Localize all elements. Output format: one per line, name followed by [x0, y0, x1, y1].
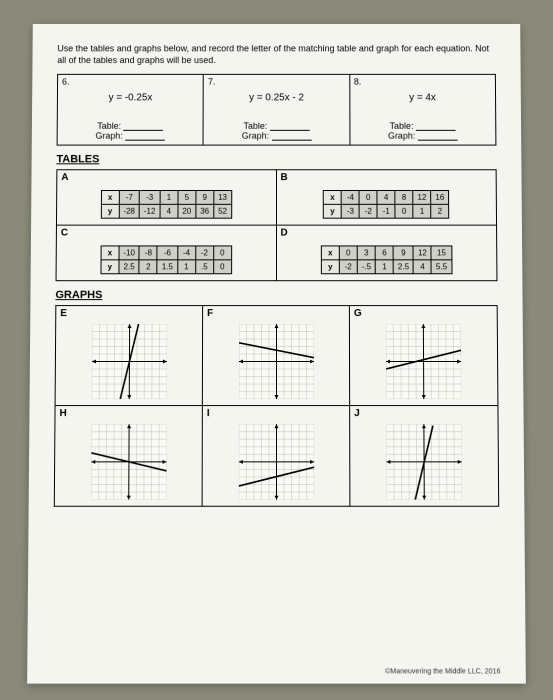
coordinate-grid	[238, 324, 313, 399]
table-cell: A x-7-315913 y-28-124203652	[57, 171, 277, 226]
graph-letter: F	[207, 308, 213, 319]
graphs-grid: E F G H I J	[54, 305, 499, 507]
equation-formula: y = 0.25x - 2	[210, 93, 343, 104]
graph-cell: E	[56, 306, 204, 406]
equation-number: 7.	[208, 77, 215, 87]
coordinate-grid	[91, 425, 167, 501]
equation-cell: 8. y = 4x Table: Graph:	[350, 75, 495, 145]
table-row: y-2-.512.545.5	[321, 260, 451, 274]
data-table: x-7-315913 y-28-124203652	[100, 190, 232, 219]
table-letter: B	[280, 173, 287, 184]
graph-letter: J	[354, 408, 360, 419]
graph-cell: G	[350, 306, 498, 406]
graphs-heading: GRAPHS	[55, 290, 497, 302]
table-row: y-28-124203652	[101, 205, 232, 219]
graph-letter: H	[59, 408, 66, 419]
graph-cell: H	[55, 406, 203, 506]
graph-letter: E	[60, 308, 67, 319]
data-table: x-40481216 y-3-2-1012	[323, 190, 449, 219]
table-letter: A	[61, 173, 68, 184]
equation-formula: y = -0.25x	[64, 93, 197, 104]
graph-letter: G	[354, 308, 362, 319]
table-answer-line[interactable]: Table:	[356, 121, 489, 131]
graph-answer-line[interactable]: Graph:	[210, 131, 343, 141]
table-letter: C	[61, 228, 68, 239]
table-answer-line[interactable]: Table:	[210, 121, 343, 131]
instructions-text: Use the tables and graphs below, and rec…	[57, 44, 496, 67]
table-row: y2.521.51.50	[101, 260, 231, 274]
table-cell: D x03691215 y-2-.512.545.5	[277, 226, 497, 281]
coordinate-grid	[238, 425, 313, 501]
table-cell: B x-40481216 y-3-2-1012	[277, 171, 497, 226]
tables-heading: TABLES	[56, 154, 496, 166]
equation-number: 8.	[354, 77, 361, 87]
equation-number: 6.	[62, 77, 70, 87]
graph-cell: J	[350, 406, 498, 506]
graph-letter: I	[207, 408, 210, 419]
copyright-footer: ©Maneuvering the Middle LLC, 2016	[385, 668, 500, 675]
coordinate-grid	[91, 324, 166, 399]
table-row: x-40481216	[323, 191, 448, 205]
data-table: x03691215 y-2-.512.545.5	[321, 246, 452, 275]
graph-answer-line[interactable]: Graph:	[64, 131, 197, 141]
equation-formula: y = 4x	[356, 93, 489, 104]
equation-cell: 7. y = 0.25x - 2 Table: Graph:	[204, 75, 350, 145]
coordinate-grid	[386, 324, 461, 399]
table-row: x03691215	[321, 246, 451, 260]
graph-answer-line[interactable]: Graph:	[356, 131, 489, 141]
graph-cell: F	[203, 306, 350, 406]
table-cell: C x-10-8-6-4-20 y2.521.51.50	[57, 226, 277, 281]
table-answer-line[interactable]: Table:	[64, 121, 197, 131]
equations-row: 6. y = -0.25x Table: Graph: 7. y = 0.25x…	[57, 74, 497, 146]
coordinate-grid	[386, 425, 462, 501]
table-row: x-7-315913	[101, 191, 231, 205]
equation-cell: 6. y = -0.25x Table: Graph:	[58, 75, 204, 145]
graph-cell: I	[203, 406, 351, 506]
table-row: y-3-2-1012	[324, 205, 449, 219]
table-letter: D	[280, 228, 287, 239]
table-row: x-10-8-6-4-20	[101, 246, 231, 260]
tables-grid: A x-7-315913 y-28-124203652 B x-40481216…	[56, 170, 498, 282]
data-table: x-10-8-6-4-20 y2.521.51.50	[100, 246, 231, 275]
